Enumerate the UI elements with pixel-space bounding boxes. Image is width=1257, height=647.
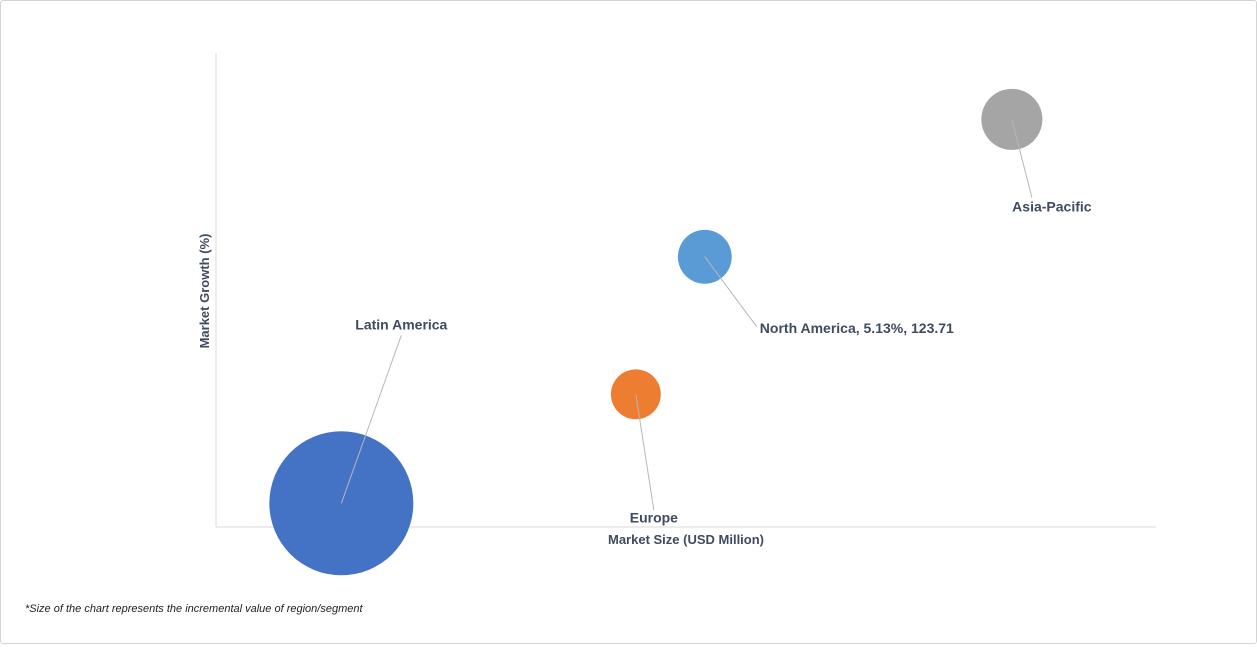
leader-line [704,256,758,328]
data-label: North America, 5.13%, 123.71 [760,320,954,336]
footnote: *Size of the chart represents the increm… [25,603,363,615]
x-axis-label: Market Size (USD Million) [608,532,764,547]
leader-line [635,394,655,511]
data-label: Asia-Pacific [1012,198,1092,214]
leader-line [1011,119,1033,198]
bubble-layer: Latin America Europe North America, 5.13%,… [269,88,1092,576]
data-label: Europe [630,509,678,525]
y-axis-label: Market Growth (%) [197,234,212,349]
leader-line [340,335,402,504]
data-label: Latin America [355,316,447,332]
